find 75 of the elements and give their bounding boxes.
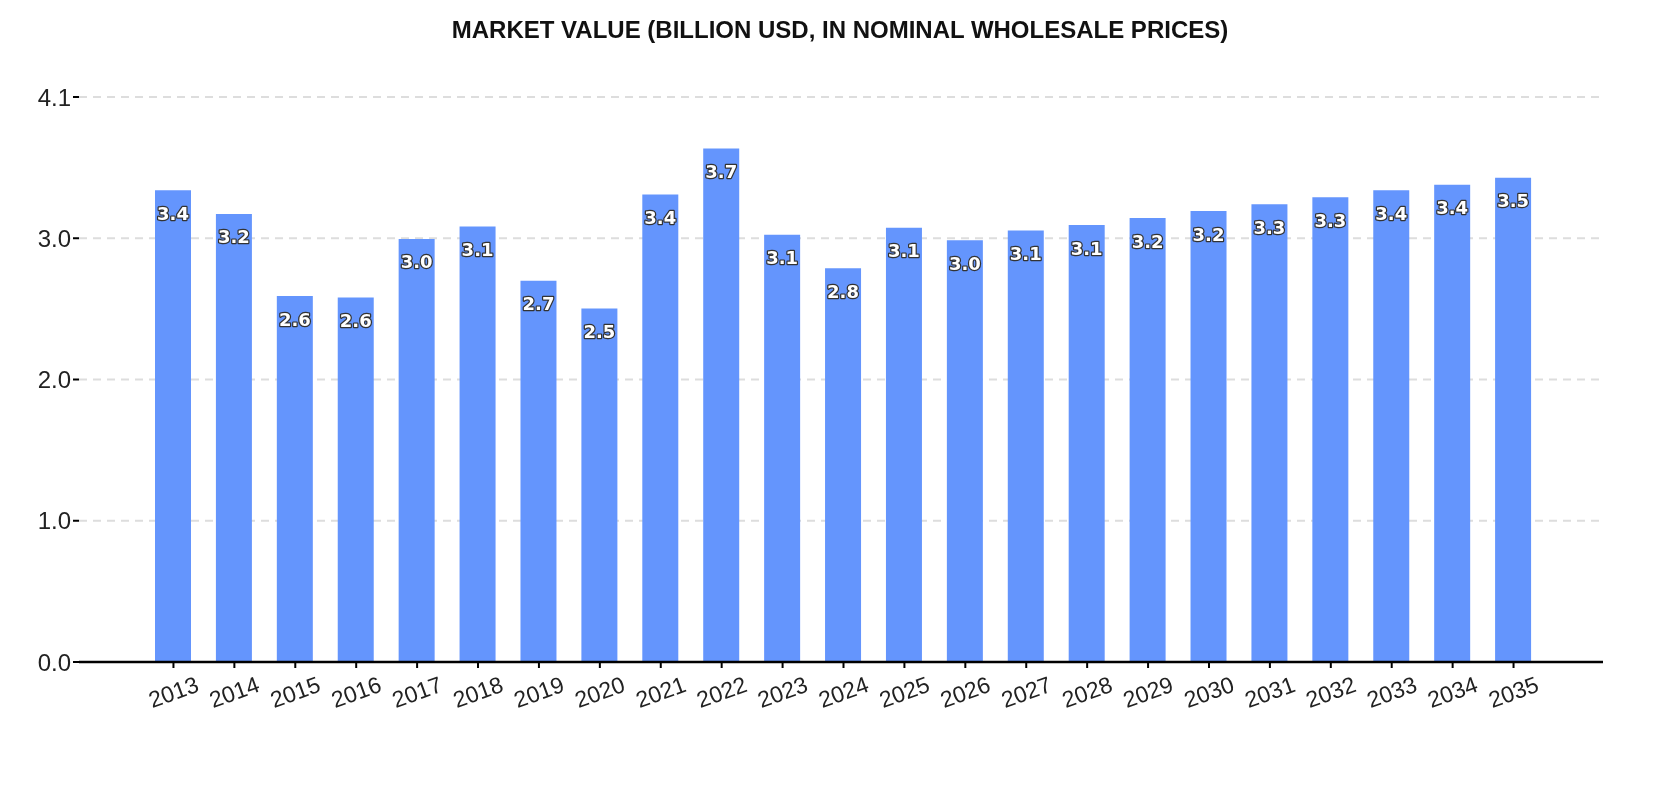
bar [703,148,740,662]
x-tick-label: 2034 [1424,670,1482,713]
x-tick-label: 2023 [754,671,812,713]
data-label: 3.3 [1314,209,1347,231]
x-tick-label: 2019 [510,671,568,713]
bar [1068,225,1105,662]
bar [398,238,435,662]
x-tick-label: 2015 [266,671,324,713]
data-label: 2.5 [583,321,616,343]
data-label: 3.0 [948,252,981,274]
bar [1007,230,1044,662]
x-tick-label: 2031 [1241,671,1299,713]
data-label: 3.5 [1497,190,1530,212]
x-tick-label: 2033 [1363,671,1421,713]
x-tick-label: 2016 [327,671,385,713]
x-tick-label: 2026 [936,671,994,713]
y-tick-label: 4.1 [37,83,71,111]
x-tick-label: 2022 [693,671,751,713]
bar [642,194,679,662]
data-label: 3.7 [705,160,738,182]
data-label: 3.4 [1375,202,1408,224]
bar [1312,197,1349,662]
data-label: 2.8 [827,280,859,302]
bar [885,227,922,662]
x-tick-label: 2013 [144,671,202,713]
data-label: 3.4 [157,202,189,224]
y-tick-label: 2.0 [37,366,71,394]
bar [459,226,496,662]
data-label: 3.1 [461,238,494,260]
data-label: 3.1 [888,240,920,262]
x-tick-label: 2028 [1058,671,1116,713]
data-label: 3.0 [400,251,433,273]
data-label: 3.4 [1436,197,1469,219]
y-tick-label: 3.0 [37,224,71,252]
data-label: 3.3 [1253,216,1286,238]
x-tick-label: 2018 [449,671,507,713]
x-tick-label: 2029 [1119,671,1177,713]
bar [825,268,862,662]
x-tick-label: 2032 [1302,671,1360,713]
data-label: 3.1 [1009,243,1042,265]
bar [946,240,983,662]
x-tick-label: 2014 [205,670,264,713]
bar [1129,218,1166,662]
data-label: 3.2 [1192,223,1225,245]
bar [1495,177,1532,662]
bar [1373,190,1410,662]
x-tick-label: 2025 [875,671,933,713]
bar [1434,184,1471,662]
y-tick-label: 0.0 [37,648,71,676]
bar [215,213,252,662]
y-tick-label: 1.0 [37,507,71,535]
bar [1190,211,1227,662]
data-label: 3.1 [1070,237,1103,259]
x-tick-label: 2027 [997,671,1055,713]
data-label: 2.6 [278,308,311,330]
data-label: 3.4 [644,206,677,228]
bar [155,190,191,662]
bar [337,297,374,662]
data-label: 3.1 [766,247,799,269]
data-label: 2.6 [339,309,372,331]
chart-title: MARKET VALUE (BILLION USD, IN NOMINAL WHOLESALE PRICES) [450,15,1230,45]
data-label: 2.7 [522,293,555,315]
x-tick-label: 2021 [632,671,690,713]
data-label: 3.2 [1131,230,1164,252]
x-tick-label: 2035 [1485,671,1543,713]
bar [520,280,557,662]
x-tick-label: 2024 [815,670,873,713]
data-label: 3.2 [217,226,250,248]
bar [764,234,801,662]
bar [1251,204,1288,662]
bar [581,308,618,662]
x-tick-label: 2030 [1180,671,1238,713]
x-tick-label: 2020 [571,671,629,713]
bar [276,296,313,662]
x-tick-label: 2017 [388,671,446,713]
